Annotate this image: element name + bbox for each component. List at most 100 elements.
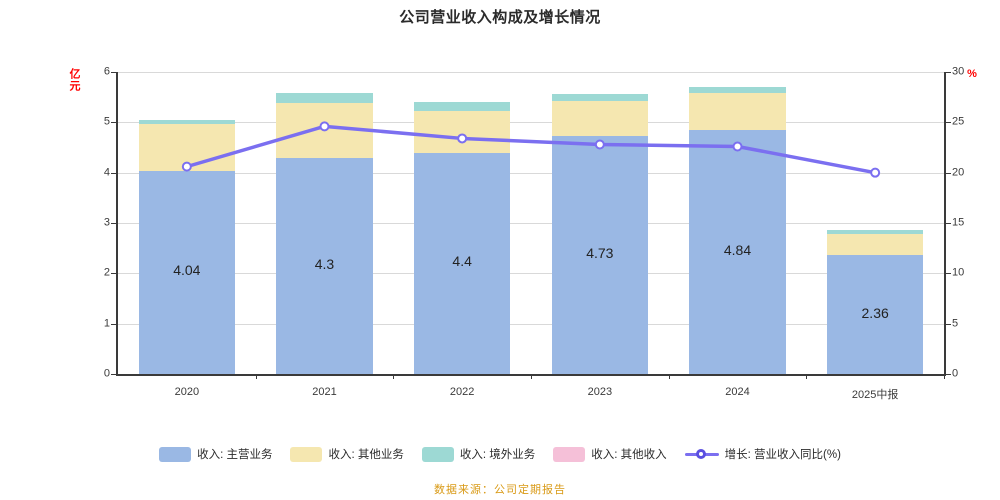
- bar-group[interactable]: [138, 72, 235, 374]
- right-tick-label: 15: [952, 216, 965, 229]
- legend-item-other-income[interactable]: 收入: 其他收入: [553, 446, 667, 462]
- gridline: [118, 323, 944, 325]
- x-axis-tick-label: 2022: [449, 386, 475, 398]
- legend-item-label: 增长: 营业收入同比(%): [724, 449, 841, 461]
- x-axis-tick-label: 2024: [725, 386, 750, 398]
- bar-segment[interactable]: [689, 86, 786, 94]
- bar-segment[interactable]: [826, 234, 924, 256]
- legend-item-growth-line[interactable]: 增长: 营业收入同比(%): [684, 446, 841, 462]
- legend-color-swatch: [553, 446, 586, 462]
- right-tick-label: 10: [952, 266, 965, 279]
- growth-line-marker[interactable]: [732, 141, 743, 152]
- legend-item-overseas-business[interactable]: 收入: 境外业务: [421, 446, 536, 462]
- right-tick-mark: [946, 273, 951, 275]
- x-axis-tick-mark: [255, 374, 257, 379]
- right-tick-mark: [946, 223, 951, 224]
- legend-item-label: 收入: 境外业务: [459, 449, 536, 461]
- x-axis-tick-mark: [393, 374, 395, 379]
- bar-group[interactable]: [826, 72, 924, 374]
- right-tick-label: 20: [952, 166, 965, 179]
- left-tick-label: 6: [103, 65, 110, 78]
- growth-line-marker[interactable]: [457, 133, 468, 144]
- left-axis-unit-label: 亿元: [68, 68, 80, 92]
- left-axis-line: [116, 72, 118, 374]
- x-axis-tick-mark: [668, 374, 670, 379]
- left-tick-mark: [111, 122, 116, 124]
- watermark-text: 数据来源：公司定期报告: [434, 484, 566, 496]
- growth-line-marker[interactable]: [181, 161, 192, 172]
- right-tick-mark: [946, 172, 951, 174]
- left-tick-mark: [111, 273, 116, 275]
- left-tick-mark: [111, 374, 116, 375]
- right-tick-mark: [946, 122, 951, 124]
- legend-item-label: 收入: 其他收入: [591, 449, 667, 461]
- x-axis-tick-label: 2025中报: [851, 389, 899, 401]
- bar-group[interactable]: [551, 72, 648, 374]
- gridline: [118, 72, 944, 73]
- left-tick-mark: [111, 72, 116, 73]
- x-axis-tick-label: 2023: [587, 386, 613, 398]
- bar-group[interactable]: [413, 72, 511, 374]
- legend-item-other-business[interactable]: 收入: 其他业务: [290, 446, 404, 462]
- x-axis-tick-mark: [806, 374, 808, 379]
- bar-group[interactable]: [276, 72, 373, 374]
- gridline: [118, 172, 944, 174]
- left-tick-mark: [111, 223, 116, 224]
- right-tick-mark: [946, 72, 951, 73]
- right-tick-mark: [946, 374, 951, 375]
- left-tick-label: 1: [103, 317, 110, 330]
- legend-item-label: 收入: 其他业务: [328, 449, 404, 461]
- bar-segment[interactable]: [138, 170, 235, 374]
- right-tick-label: 30: [952, 65, 965, 78]
- right-tick-label: 0: [952, 367, 959, 380]
- x-axis-tick-label: 2021: [312, 386, 337, 398]
- legend-item-main-business[interactable]: 收入: 主营业务: [159, 446, 272, 462]
- x-axis-tick-mark: [531, 374, 532, 379]
- right-axis-line: [944, 72, 946, 374]
- legend-line-icon: [684, 447, 719, 461]
- bar-group[interactable]: [689, 72, 786, 374]
- growth-line-marker[interactable]: [870, 167, 881, 178]
- bar-segment[interactable]: [413, 102, 511, 111]
- legend-color-swatch: [159, 446, 192, 462]
- growth-line-series: [181, 121, 881, 178]
- bar-segment[interactable]: [689, 93, 786, 131]
- left-tick-label: 3: [103, 216, 110, 229]
- bar-segment[interactable]: [138, 120, 235, 124]
- left-tick-label: 2: [103, 266, 110, 279]
- right-axis-unit-label: %: [966, 68, 978, 81]
- right-tick-mark: [946, 323, 951, 325]
- left-tick-label: 5: [103, 115, 110, 128]
- legend-color-swatch: [290, 446, 323, 462]
- gridline: [118, 122, 944, 124]
- bar-segment[interactable]: [689, 130, 786, 374]
- bar-segment[interactable]: [826, 255, 924, 374]
- left-tick-mark: [111, 172, 116, 174]
- bar-segment[interactable]: [551, 135, 648, 374]
- x-axis-tick-mark: [944, 374, 945, 379]
- right-tick-label: 5: [952, 317, 959, 330]
- bar-segment[interactable]: [826, 230, 924, 235]
- bar-segment[interactable]: [551, 100, 648, 136]
- bar-segment[interactable]: [413, 152, 511, 374]
- gridline: [118, 223, 944, 224]
- bar-segment[interactable]: [551, 93, 648, 101]
- bar-segment[interactable]: [276, 93, 373, 104]
- growth-line-path: [185, 124, 877, 175]
- x-axis-tick-label: 2020: [174, 386, 200, 398]
- legend: 收入: 主营业务 收入: 其他业务 收入: 境外业务 收入: 其他收入 增长: 营业收入…: [0, 446, 1000, 462]
- right-tick-label: 25: [952, 115, 965, 128]
- growth-line-marker[interactable]: [594, 139, 605, 150]
- legend-color-swatch: [421, 446, 454, 462]
- page-title: 公司营业收入构成及增长情况: [399, 9, 601, 26]
- bar-segment[interactable]: [276, 157, 373, 374]
- left-tick-mark: [111, 323, 116, 325]
- legend-item-label: 收入: 主营业务: [197, 449, 273, 461]
- growth-line-marker[interactable]: [319, 121, 330, 132]
- gridline: [118, 273, 944, 275]
- left-tick-label: 4: [103, 166, 110, 179]
- bar-segment[interactable]: [413, 110, 511, 153]
- left-tick-label: 0: [103, 367, 110, 380]
